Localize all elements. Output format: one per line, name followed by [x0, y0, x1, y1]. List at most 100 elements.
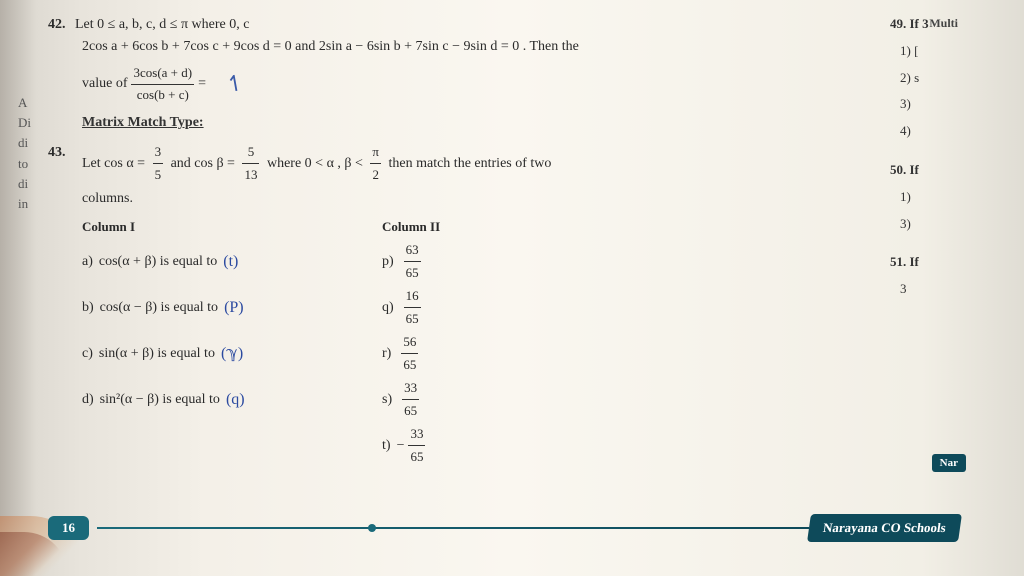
- frac-pi-2: π 2: [370, 141, 381, 186]
- match-row: c) sin(α + β) is equal to (ℽ) r) 56 65: [82, 330, 960, 376]
- col2-cell: r) 56 65: [382, 331, 422, 376]
- left-margin-fragments: A Di di to di in: [18, 94, 48, 215]
- n: π: [370, 141, 381, 163]
- match-row: a) cos(α + β) is equal to (t) p) 63 65: [82, 238, 960, 284]
- page-footer: 16 Narayana CO Schools: [48, 514, 960, 542]
- handwritten-arrow-icon: ↿: [223, 65, 247, 103]
- nar-tag: Nar: [932, 454, 966, 472]
- opt: b): [82, 296, 94, 320]
- opt: a): [82, 250, 93, 274]
- q42-line1: Let 0 ≤ a, b, c, d ≤ π where 0, c: [75, 17, 249, 32]
- frac: 63 65: [404, 239, 421, 284]
- frac: 16 65: [404, 285, 421, 330]
- d: 65: [402, 400, 419, 422]
- col2-cell: t) − 33 65: [382, 423, 429, 468]
- handwriting: (P): [224, 294, 244, 321]
- q51-frag: 51. If: [890, 252, 960, 273]
- q49-opt2: 2) s: [900, 68, 960, 89]
- q49-opt1: 1) [: [900, 41, 960, 62]
- opt: s): [382, 388, 392, 412]
- opt: r): [382, 342, 391, 366]
- frac: 33 65: [402, 377, 419, 422]
- d: 5: [153, 164, 164, 186]
- equals: =: [198, 73, 206, 95]
- q50-opt1: 1): [900, 187, 960, 208]
- q43-number: 43.: [48, 141, 66, 165]
- q42-value-of: value of 3cos(a + d) cos(b + c) = ↿: [82, 63, 960, 106]
- d: 65: [404, 308, 421, 330]
- col1-cell: b) cos(α − β) is equal to (P): [82, 294, 382, 321]
- column-headers: Column I Column II: [82, 216, 960, 238]
- col1-cell: c) sin(α + β) is equal to (ℽ): [82, 340, 382, 367]
- q42-line2: 2cos a + 6cos b + 7cos c + 9cos d = 0 an…: [82, 36, 960, 58]
- txt: cos(α + β) is equal to: [99, 250, 217, 274]
- match-row-extra: t) − 33 65: [82, 422, 960, 468]
- col2-cell: q) 16 65: [382, 285, 425, 330]
- left-shadow: [0, 0, 36, 576]
- q43-text-a: Let cos α =: [82, 156, 149, 171]
- match-rows: a) cos(α + β) is equal to (t) p) 63 65 b…: [82, 238, 960, 468]
- handwriting: (q): [226, 386, 245, 413]
- column-2-header: Column II: [382, 216, 440, 238]
- d: 65: [404, 262, 421, 284]
- footer-rule: [97, 527, 809, 529]
- n: 63: [404, 239, 421, 261]
- d: 13: [242, 164, 259, 186]
- q43-text-b: and cos β =: [171, 156, 239, 171]
- opt: c): [82, 342, 93, 366]
- opt: t): [382, 434, 391, 458]
- q51-opt3: 3: [900, 279, 960, 300]
- txt: sin(α + β) is equal to: [99, 342, 215, 366]
- q42-number: 42.: [48, 17, 66, 32]
- col1-cell: a) cos(α + β) is equal to (t): [82, 248, 382, 275]
- handwriting: (ℽ): [221, 340, 243, 367]
- d: 65: [408, 446, 425, 468]
- opt: d): [82, 388, 94, 412]
- frac: 33 65: [408, 423, 425, 468]
- q49-frag: 49. If 3: [890, 14, 960, 35]
- q43-columns-word: columns.: [82, 187, 960, 211]
- right-edge-fragments: 49. If 3 1) [ 2) s 3) 4) 50. If 1) 3) 51…: [890, 14, 960, 300]
- txt: sin²(α − β) is equal to: [100, 388, 220, 412]
- matrix-match-heading: Matrix Match Type:: [82, 115, 960, 131]
- n: 33: [402, 377, 419, 399]
- frag: in: [18, 195, 48, 213]
- question-43: 43. Let cos α = 3 5 and cos β = 5 13 whe…: [82, 141, 960, 468]
- col2-cell: s) 33 65: [382, 377, 423, 422]
- q42-fraction: 3cos(a + d) cos(b + c): [131, 63, 194, 106]
- opt: p): [382, 250, 394, 274]
- match-row: d) sin²(α − β) is equal to (q) s) 33 65: [82, 376, 960, 422]
- opt: q): [382, 296, 394, 320]
- page-number: 16: [48, 516, 89, 540]
- q49-opt4: 4): [900, 121, 960, 142]
- frag: Di: [18, 114, 48, 132]
- n: 33: [408, 423, 425, 445]
- frac-3-5: 3 5: [153, 141, 164, 186]
- frac-den: cos(b + c): [135, 85, 191, 106]
- page-content: A Di di to di in Multi 42. Let 0 ≤ a, b,…: [48, 14, 960, 562]
- col2-cell: p) 63 65: [382, 239, 425, 284]
- frac-num: 3cos(a + d): [131, 63, 194, 84]
- brand-badge: Narayana CO Schools: [807, 514, 962, 542]
- frag: di: [18, 175, 48, 193]
- value-of-label: value of: [82, 73, 127, 95]
- n: 3: [153, 141, 164, 163]
- frag: to: [18, 155, 48, 173]
- question-42: 42. Let 0 ≤ a, b, c, d ≤ π where 0, c 2c…: [48, 14, 960, 105]
- d: 2: [370, 164, 381, 186]
- frag: di: [18, 134, 48, 152]
- handwriting: (t): [223, 248, 238, 275]
- q43-text-c: where 0 < α , β <: [267, 156, 366, 171]
- col1-cell: d) sin²(α − β) is equal to (q): [82, 386, 382, 413]
- q50-opt3: 3): [900, 214, 960, 235]
- n: 5: [246, 141, 257, 163]
- frac: 56 65: [401, 331, 418, 376]
- frag: A: [18, 94, 48, 112]
- column-1-header: Column I: [82, 216, 382, 238]
- q50-frag: 50. If: [890, 160, 960, 181]
- d: 65: [401, 354, 418, 376]
- txt: cos(α − β) is equal to: [100, 296, 218, 320]
- neg: −: [397, 434, 405, 458]
- frac-5-13: 5 13: [242, 141, 259, 186]
- n: 16: [404, 285, 421, 307]
